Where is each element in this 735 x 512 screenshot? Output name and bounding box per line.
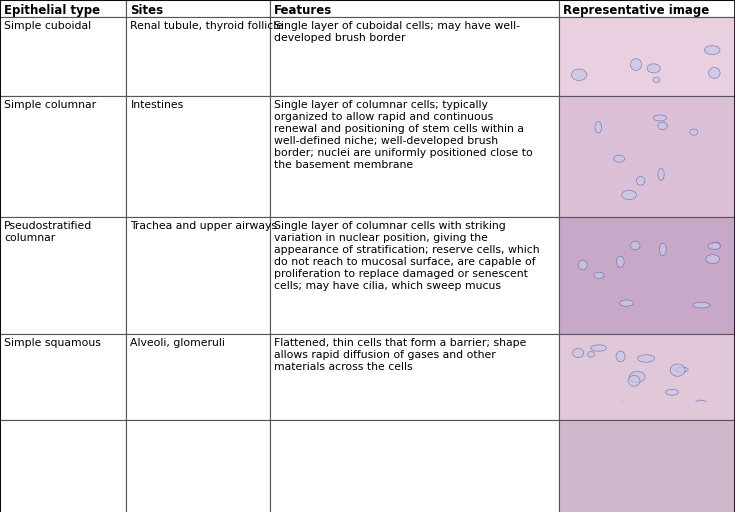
Ellipse shape xyxy=(637,355,655,362)
Bar xyxy=(559,218,735,334)
Ellipse shape xyxy=(677,457,686,466)
Text: Epithelial type: Epithelial type xyxy=(4,4,100,17)
Ellipse shape xyxy=(591,345,606,351)
Text: Flattened, thin cells that form a barrier; shape
allows rapid diffusion of gases: Flattened, thin cells that form a barrie… xyxy=(273,337,526,372)
Ellipse shape xyxy=(637,177,645,185)
Ellipse shape xyxy=(614,155,625,162)
Bar xyxy=(0,17,126,96)
Ellipse shape xyxy=(704,46,720,55)
Ellipse shape xyxy=(587,352,595,357)
Bar xyxy=(126,17,270,96)
Ellipse shape xyxy=(693,303,710,308)
Ellipse shape xyxy=(631,59,642,70)
Ellipse shape xyxy=(573,348,584,357)
Ellipse shape xyxy=(698,447,714,453)
Text: Sites: Sites xyxy=(130,4,164,17)
Ellipse shape xyxy=(656,465,665,472)
Bar xyxy=(559,0,735,17)
Ellipse shape xyxy=(658,122,667,130)
Ellipse shape xyxy=(692,470,698,477)
Ellipse shape xyxy=(675,367,688,372)
Bar xyxy=(0,218,126,334)
Ellipse shape xyxy=(709,68,720,78)
Bar xyxy=(270,334,559,420)
Ellipse shape xyxy=(595,121,602,133)
Text: Multilayered epithelium with stem cells as the
deepest layer. Can be keratinized: Multilayered epithelium with stem cells … xyxy=(273,424,525,458)
Ellipse shape xyxy=(653,115,667,121)
Bar xyxy=(0,420,126,512)
Bar xyxy=(0,334,126,420)
Text: Pseudostratified
columnar: Pseudostratified columnar xyxy=(4,221,93,243)
Ellipse shape xyxy=(665,452,678,459)
Bar xyxy=(559,420,735,512)
Text: Simple squamous: Simple squamous xyxy=(4,337,101,348)
Ellipse shape xyxy=(622,190,637,200)
Bar xyxy=(559,17,735,96)
Ellipse shape xyxy=(696,493,711,505)
Text: Stratified squamous: Stratified squamous xyxy=(4,424,114,434)
Bar xyxy=(559,96,735,218)
Ellipse shape xyxy=(594,272,604,279)
Text: Simple columnar: Simple columnar xyxy=(4,100,96,110)
Ellipse shape xyxy=(647,64,660,73)
Ellipse shape xyxy=(702,492,717,500)
Ellipse shape xyxy=(634,455,648,463)
Text: Trachea and upper airways: Trachea and upper airways xyxy=(130,221,277,231)
Text: Features: Features xyxy=(273,4,332,17)
Bar xyxy=(270,0,559,17)
Ellipse shape xyxy=(571,69,587,80)
Ellipse shape xyxy=(616,351,625,362)
Text: Skin, oral cavity, esophagus: Skin, oral cavity, esophagus xyxy=(130,424,284,434)
Ellipse shape xyxy=(601,455,613,461)
Bar xyxy=(126,96,270,218)
Ellipse shape xyxy=(628,494,641,499)
Ellipse shape xyxy=(689,129,698,135)
Text: Single layer of cuboidal cells; may have well-
developed brush border: Single layer of cuboidal cells; may have… xyxy=(273,21,520,43)
Text: Renal tubule, thyroid follicle: Renal tubule, thyroid follicle xyxy=(130,21,284,31)
Ellipse shape xyxy=(644,433,650,438)
Ellipse shape xyxy=(620,402,626,408)
Ellipse shape xyxy=(712,242,720,249)
Ellipse shape xyxy=(629,371,645,382)
Ellipse shape xyxy=(688,473,703,481)
Bar xyxy=(270,420,559,512)
Ellipse shape xyxy=(708,243,720,249)
Ellipse shape xyxy=(617,256,624,267)
Ellipse shape xyxy=(626,480,639,488)
Bar xyxy=(126,0,270,17)
Bar xyxy=(270,218,559,334)
Text: Single layer of columnar cells with striking
variation in nuclear position, givi: Single layer of columnar cells with stri… xyxy=(273,221,539,291)
Text: Intestines: Intestines xyxy=(130,100,184,110)
Ellipse shape xyxy=(706,254,720,264)
Text: Representative image: Representative image xyxy=(562,4,709,17)
Ellipse shape xyxy=(628,375,640,386)
Ellipse shape xyxy=(623,473,633,484)
Ellipse shape xyxy=(694,400,708,411)
Bar xyxy=(559,334,735,420)
Ellipse shape xyxy=(659,243,666,255)
Ellipse shape xyxy=(653,77,660,82)
Bar xyxy=(270,96,559,218)
Ellipse shape xyxy=(620,300,634,306)
Text: Alveoli, glomeruli: Alveoli, glomeruli xyxy=(130,337,226,348)
Ellipse shape xyxy=(578,260,587,270)
Bar xyxy=(0,0,126,17)
Bar xyxy=(0,96,126,218)
Text: Simple cuboidal: Simple cuboidal xyxy=(4,21,91,31)
Ellipse shape xyxy=(670,364,685,376)
Bar xyxy=(126,334,270,420)
Ellipse shape xyxy=(631,241,640,250)
Bar xyxy=(126,218,270,334)
Ellipse shape xyxy=(658,168,664,180)
Bar xyxy=(126,420,270,512)
Text: Single layer of columnar cells; typically
organized to allow rapid and continuou: Single layer of columnar cells; typicall… xyxy=(273,100,532,169)
Ellipse shape xyxy=(666,389,678,395)
Bar xyxy=(270,17,559,96)
